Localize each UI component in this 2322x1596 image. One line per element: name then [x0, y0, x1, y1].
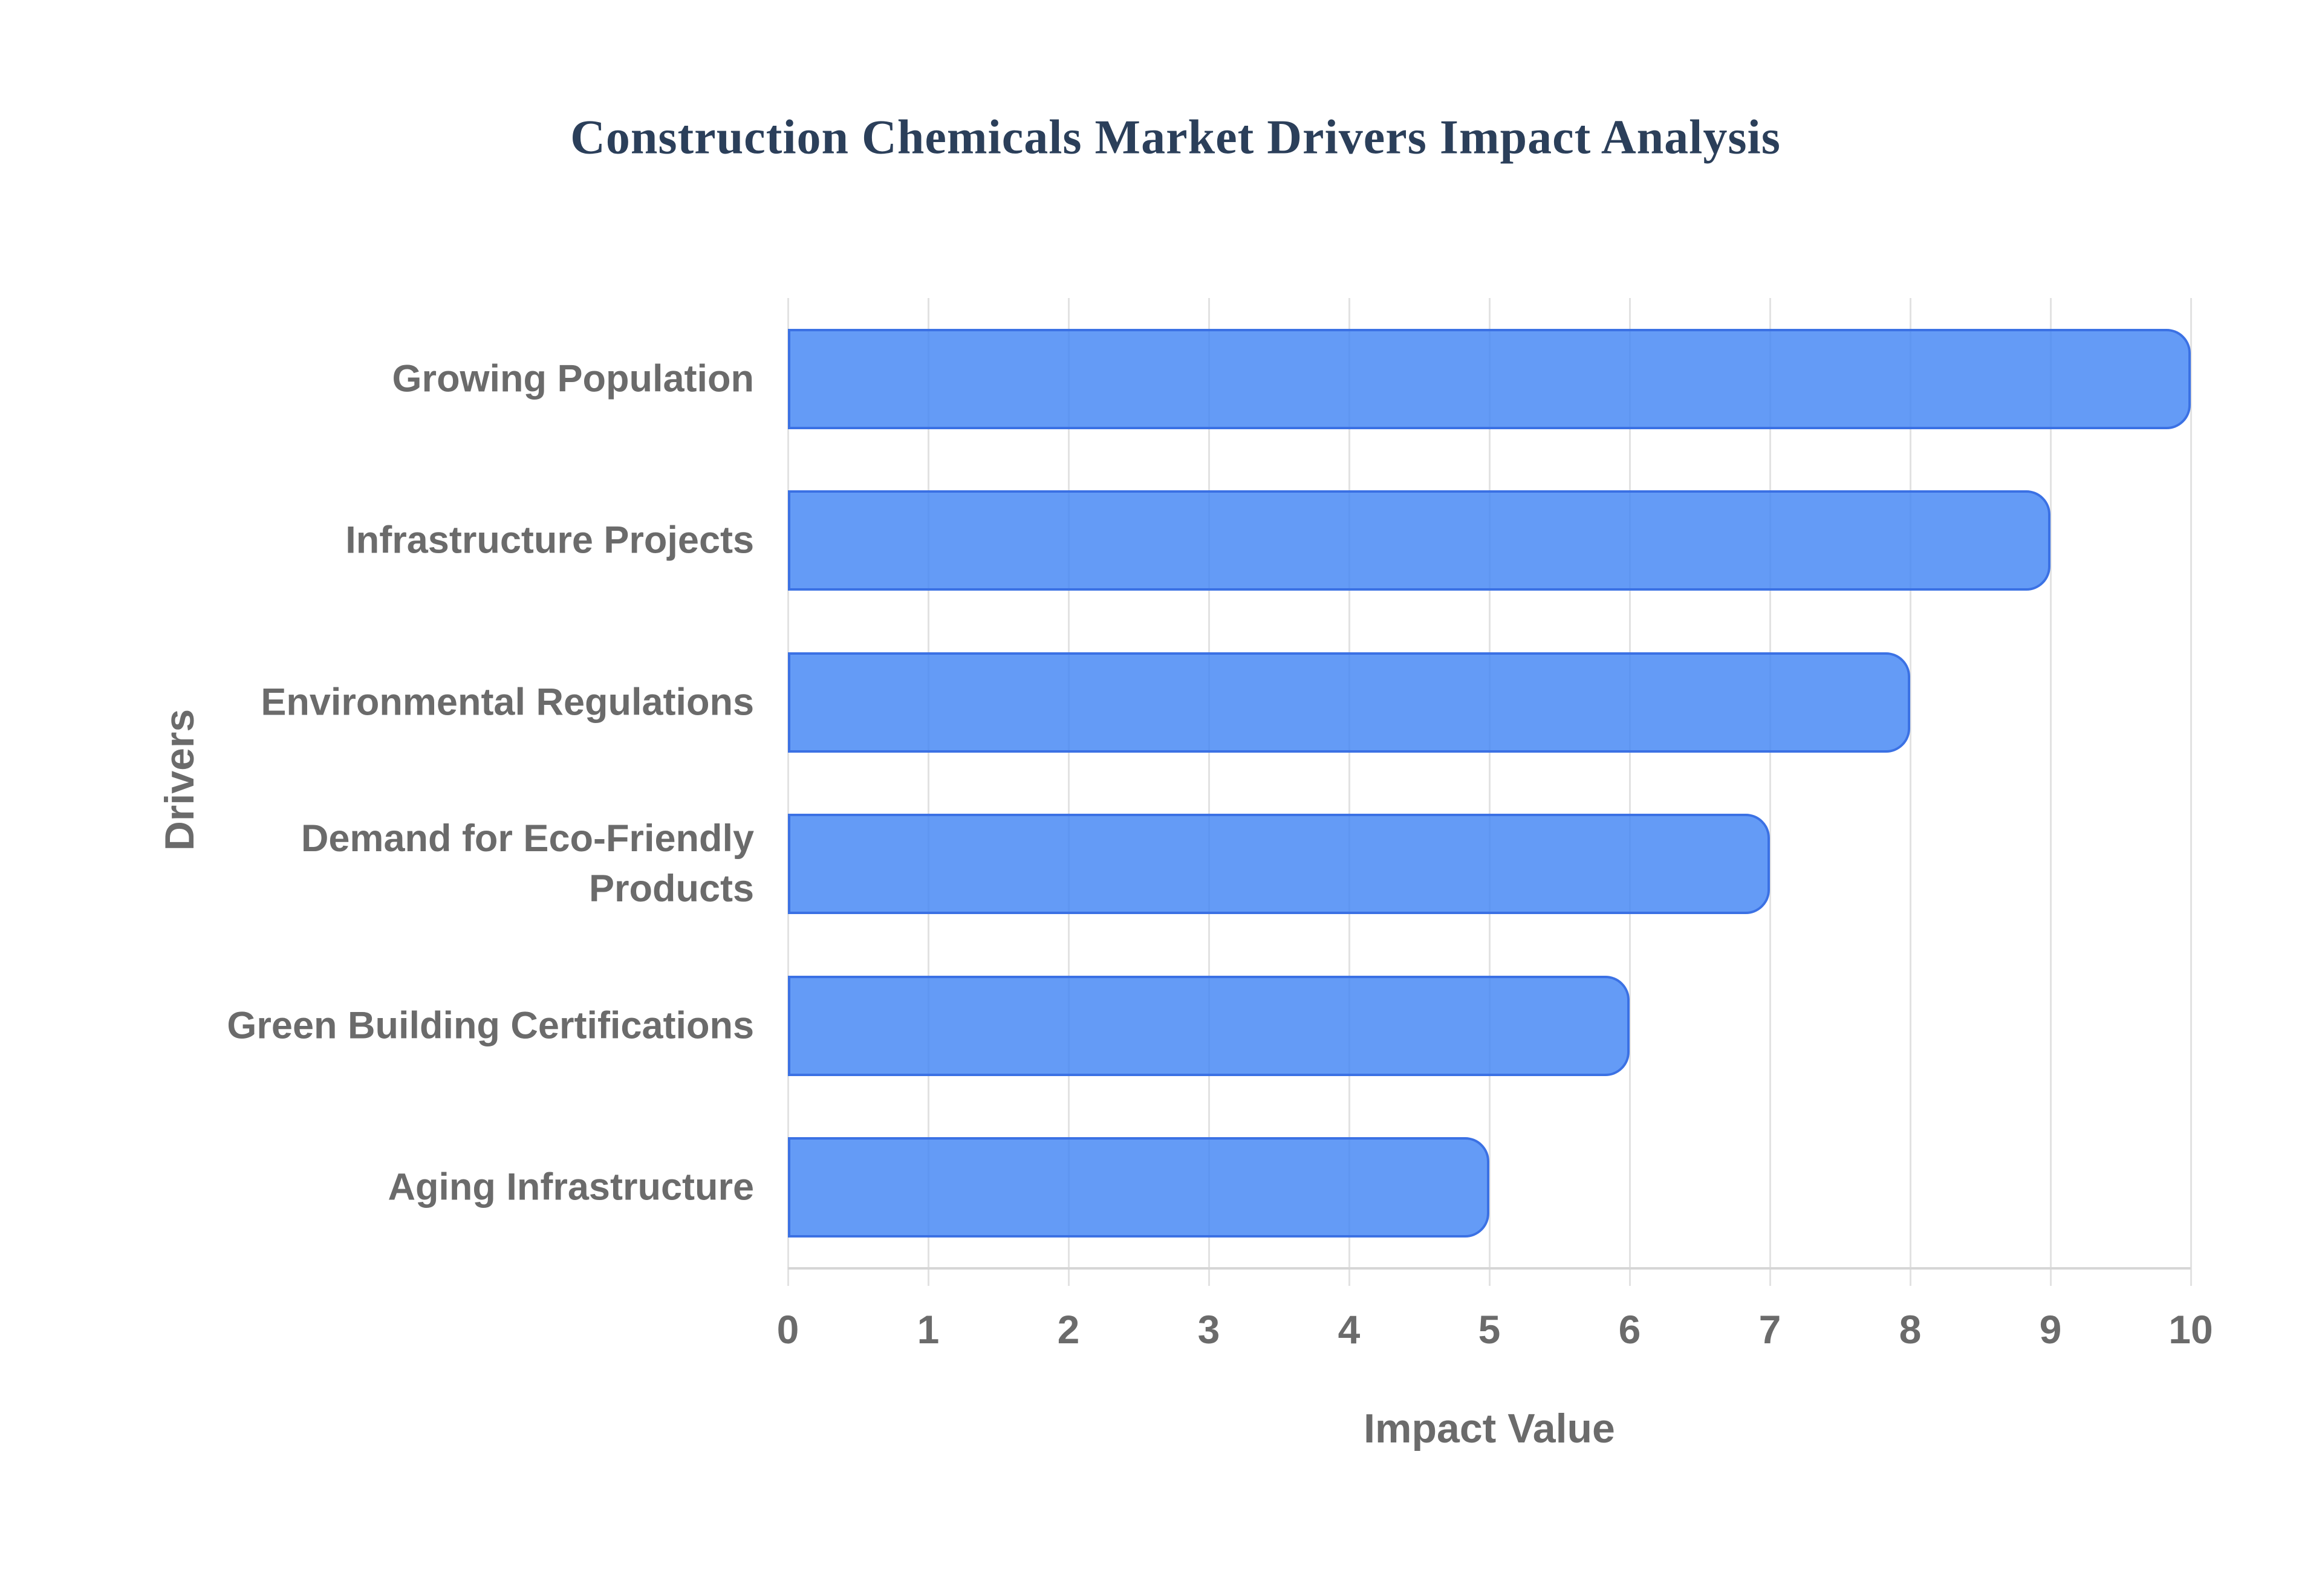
y-category-label: Aging Infrastructure	[388, 1166, 754, 1208]
x-tick-label: 9	[2039, 1307, 2062, 1352]
x-tick-label: 3	[1197, 1307, 1220, 1352]
gridline-x-0	[787, 298, 789, 1286]
x-axis-title: Impact Value	[1364, 1406, 1615, 1452]
y-category-label: Growing Population	[392, 357, 754, 400]
x-axis-line	[788, 1267, 2191, 1270]
gridline-x-5	[1488, 298, 1491, 1286]
gridline-x-3	[1208, 298, 1210, 1286]
bar-growing-population	[788, 328, 2191, 429]
x-tick-label: 8	[1899, 1307, 1922, 1352]
y-category-label: Infrastructure Projects	[345, 519, 754, 562]
x-tick-label: 1	[917, 1307, 940, 1352]
x-tick-label: 2	[1057, 1307, 1080, 1352]
gridline-x-6	[1628, 298, 1631, 1286]
x-tick-label: 0	[776, 1307, 799, 1352]
gridline-x-2	[1067, 298, 1070, 1286]
bar-green-building-certifications	[788, 975, 1630, 1076]
gridline-x-9	[2049, 298, 2052, 1286]
x-tick-label: 6	[1618, 1307, 1641, 1352]
x-tick-label: 4	[1338, 1307, 1361, 1352]
gridline-x-4	[1348, 298, 1350, 1286]
y-axis-title: Drivers	[157, 709, 203, 851]
x-tick-label: 10	[2168, 1307, 2213, 1352]
y-category-label: Demand for Eco-Friendly Products	[301, 817, 754, 910]
gridline-x-8	[1909, 298, 1911, 1286]
y-category-label: Environmental Regulations	[261, 681, 754, 724]
y-category-label: Green Building Certifications	[227, 1004, 754, 1047]
bar-demand-for-eco-friendly-products	[788, 814, 1770, 915]
gridline-x-1	[927, 298, 929, 1286]
bar-environmental-regulations	[788, 652, 1910, 753]
gridline-x-10	[2190, 298, 2192, 1286]
x-tick-label: 7	[1758, 1307, 1781, 1352]
chart-title: Construction Chemicals Market Drivers Im…	[570, 111, 1781, 164]
bar-aging-infrastructure	[788, 1137, 1489, 1238]
bar-infrastructure-projects	[788, 490, 2050, 591]
gridline-x-7	[1769, 298, 1771, 1286]
x-tick-label: 5	[1478, 1307, 1501, 1352]
